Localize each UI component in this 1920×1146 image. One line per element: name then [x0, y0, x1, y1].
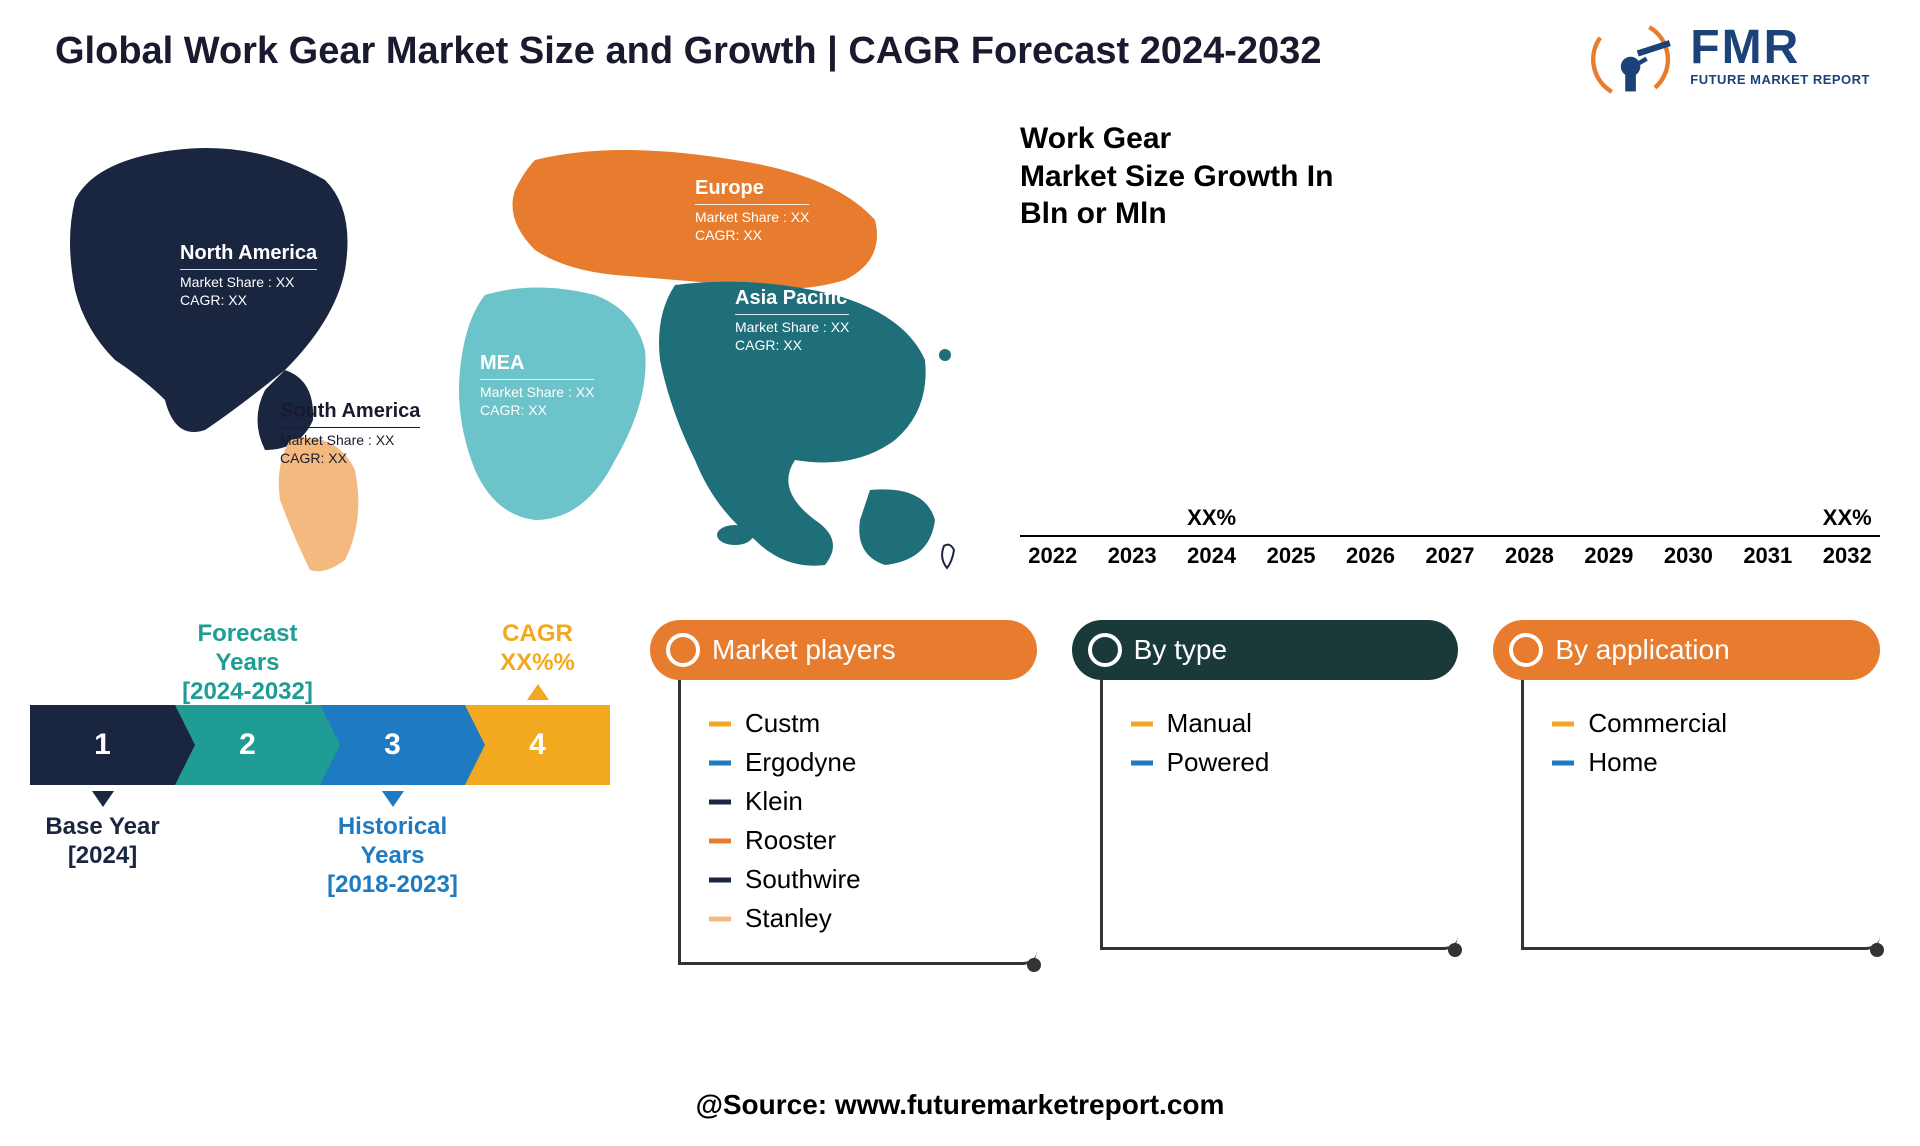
card-market-players: Market playersCustmErgodyneKleinRoosterS… [650, 620, 1037, 965]
timeline-label-bottom: Base Year[2024] [30, 791, 175, 899]
list-item: Custm [709, 704, 1017, 743]
card-header: Market players [650, 620, 1037, 680]
logo-icon [1590, 15, 1680, 95]
list-item: Powered [1131, 743, 1439, 782]
logo: FMR FUTURE MARKET REPORT [1590, 15, 1870, 95]
card-body: ManualPowered [1100, 680, 1459, 950]
list-item: Manual [1131, 704, 1439, 743]
list-item: Ergodyne [709, 743, 1017, 782]
list-item: Klein [709, 782, 1017, 821]
region-south-america: South America Market Share : XX CAGR: XX [280, 398, 420, 467]
timeline-label-top: Forecast Years[2024-2032] [175, 620, 320, 705]
chart-x-axis [1020, 535, 1880, 537]
card-body: CustmErgodyneKleinRoosterSouthwireStanle… [678, 680, 1037, 965]
list-item: Commercial [1552, 704, 1860, 743]
timeline-step-2: 2 [175, 705, 320, 785]
timeline-step-1: 1 [30, 705, 175, 785]
list-item: Rooster [709, 821, 1017, 860]
region-north-america: North America Market Share : XX CAGR: XX [180, 240, 317, 309]
category-cards: Market playersCustmErgodyneKleinRoosterS… [650, 620, 1880, 965]
growth-chart: Work Gear Market Size Growth In Bln or M… [1020, 120, 1880, 580]
card-header: By application [1493, 620, 1880, 680]
list-item: Stanley [709, 899, 1017, 938]
timeline-label-top: CAGRXX%% [465, 620, 610, 705]
region-europe: Europe Market Share : XX CAGR: XX [695, 175, 809, 244]
logo-subtitle: FUTURE MARKET REPORT [1690, 72, 1870, 87]
page-title: Global Work Gear Market Size and Growth … [55, 30, 1321, 73]
years-timeline: Forecast Years[2024-2032] CAGRXX%% 1234 B… [30, 620, 610, 899]
logo-abbr: FMR [1690, 24, 1870, 72]
timeline-step-3: 3 [320, 705, 465, 785]
timeline-label-bottom: Historical Years[2018-2023] [320, 791, 465, 899]
card-header: By type [1072, 620, 1459, 680]
timeline-step-4: 4 [465, 705, 610, 785]
list-item: Home [1552, 743, 1860, 782]
list-item: Southwire [709, 860, 1017, 899]
source-attribution: @Source: www.futuremarketreport.com [0, 1089, 1920, 1121]
world-map: North America Market Share : XX CAGR: XX… [55, 120, 955, 580]
card-by-type: By typeManualPowered [1072, 620, 1459, 965]
region-mea: MEA Market Share : XX CAGR: XX [480, 350, 594, 419]
bar-annotation: XX% [1823, 505, 1872, 531]
card-by-application: By applicationCommercialHome [1493, 620, 1880, 965]
region-asia-pacific: Asia Pacific Market Share : XX CAGR: XX [735, 285, 849, 354]
bar-annotation: XX% [1187, 505, 1236, 531]
card-body: CommercialHome [1521, 680, 1880, 950]
